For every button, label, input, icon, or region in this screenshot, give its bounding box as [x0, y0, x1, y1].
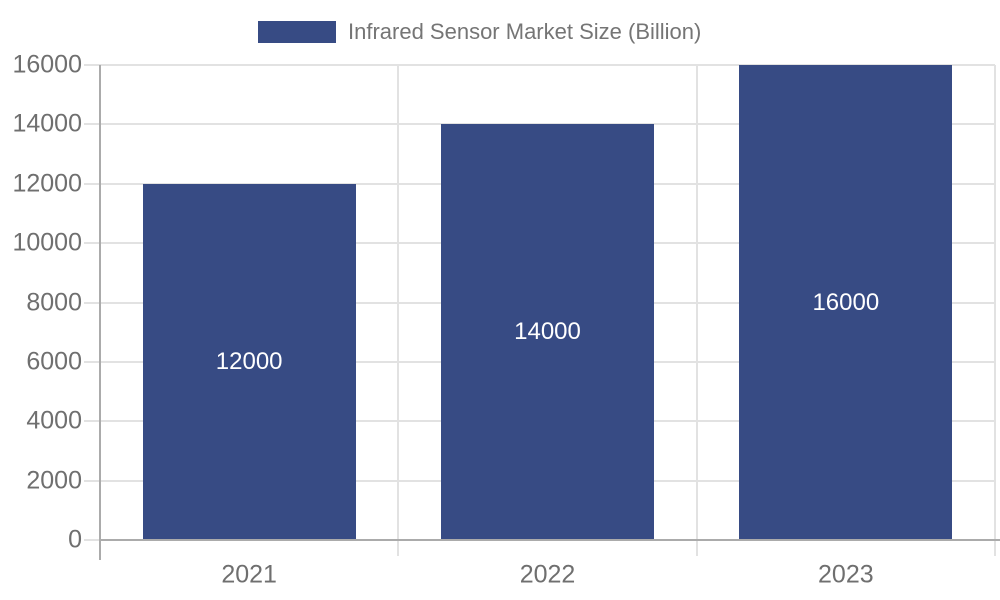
y-tick-label: 12000 [12, 169, 82, 198]
y-axis-line [99, 65, 101, 560]
v-gridline [695, 65, 698, 540]
y-tick [84, 420, 100, 423]
y-tick [84, 242, 100, 245]
legend-label: Infrared Sensor Market Size (Billion) [348, 19, 702, 44]
y-tick [84, 301, 100, 304]
x-tick [695, 540, 698, 556]
y-tick-label: 2000 [26, 466, 82, 495]
y-tick [84, 64, 100, 66]
bar-value-label: 16000 [812, 288, 880, 316]
bar [739, 65, 953, 540]
bar-value-label: 14000 [514, 318, 581, 346]
legend-swatch [258, 21, 336, 43]
bar [441, 124, 654, 540]
y-tick [84, 182, 100, 185]
h-gridline [100, 64, 995, 66]
x-tick-label: 2022 [519, 560, 576, 589]
y-tick-label: 4000 [26, 406, 82, 435]
x-tick-label: 2023 [818, 560, 874, 589]
y-tick-label: 10000 [12, 228, 82, 257]
y-tick-label: 8000 [26, 288, 82, 316]
bar-value-label: 12000 [215, 347, 283, 375]
y-tick [84, 479, 100, 482]
y-tick-label: 0 [68, 525, 82, 554]
y-tick-label: 6000 [26, 347, 82, 376]
v-gridline [397, 65, 400, 540]
chart-legend: Infrared Sensor Market Size (Billion) [258, 21, 701, 43]
y-tick [84, 360, 100, 363]
bar [142, 183, 356, 540]
v-gridline [994, 65, 996, 540]
x-tick [994, 540, 996, 556]
x-axis-line [99, 539, 1000, 541]
y-tick-label: 14000 [12, 109, 82, 138]
y-tick [84, 123, 100, 126]
x-tick [397, 540, 400, 556]
y-tick-label: 16000 [12, 50, 82, 79]
x-tick-label: 2021 [221, 560, 277, 589]
y-tick [84, 539, 100, 541]
